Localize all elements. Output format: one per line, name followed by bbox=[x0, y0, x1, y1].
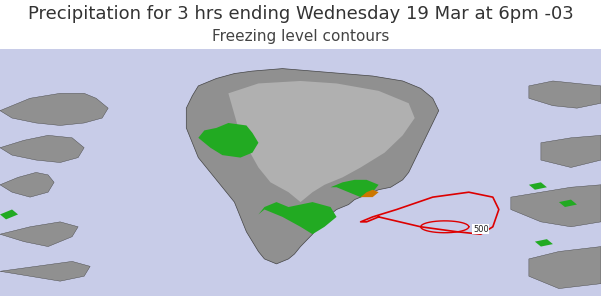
Polygon shape bbox=[0, 93, 108, 126]
Polygon shape bbox=[529, 81, 601, 108]
Polygon shape bbox=[0, 172, 54, 197]
Text: 500: 500 bbox=[473, 225, 489, 234]
Polygon shape bbox=[331, 180, 379, 197]
Text: Precipitation for 3 hrs ending Wednesday 19 Mar at 6pm -03: Precipitation for 3 hrs ending Wednesday… bbox=[28, 5, 573, 23]
Polygon shape bbox=[559, 200, 577, 207]
Polygon shape bbox=[258, 202, 337, 234]
Polygon shape bbox=[0, 261, 90, 281]
Polygon shape bbox=[198, 123, 258, 157]
Polygon shape bbox=[529, 182, 547, 190]
Polygon shape bbox=[0, 210, 18, 219]
Polygon shape bbox=[0, 135, 84, 163]
Polygon shape bbox=[361, 190, 379, 197]
Polygon shape bbox=[511, 185, 601, 227]
Polygon shape bbox=[529, 247, 601, 289]
Polygon shape bbox=[228, 81, 415, 202]
Polygon shape bbox=[186, 69, 439, 264]
Polygon shape bbox=[541, 135, 601, 168]
Polygon shape bbox=[535, 239, 553, 247]
Polygon shape bbox=[0, 222, 78, 247]
Text: Freezing level contours: Freezing level contours bbox=[212, 29, 389, 44]
